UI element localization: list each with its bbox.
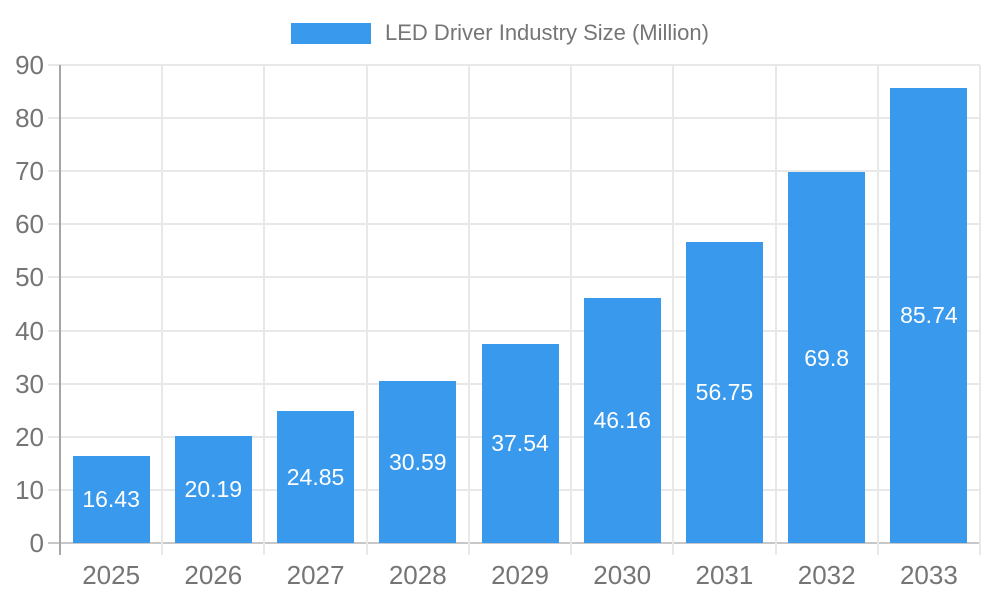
x-axis-baseline (48, 542, 980, 544)
x-axis-tick-label: 2030 (593, 560, 652, 590)
y-axis-tick-label: 0 (29, 528, 44, 558)
bar-2028[interactable]: 30.59 (379, 380, 457, 543)
x-axis-tick-label: 2032 (797, 560, 856, 590)
x-axis-tick-label: 2029 (491, 560, 549, 590)
y-axis-tick-label: 90 (15, 50, 44, 80)
legend-label chart-title: LED Driver Industry Size (Million) (385, 20, 709, 45)
gridline-horizontal (48, 223, 980, 226)
bar-value-label: 30.59 (388, 448, 447, 475)
y-axis-tick-label: 60 (15, 209, 44, 240)
gridline-vertical (672, 65, 675, 555)
x-axis-tick-label: 2027 (286, 560, 345, 590)
bar-value-label: 56.75 (695, 379, 754, 406)
gridline-vertical (365, 65, 368, 555)
gridline-horizontal (48, 117, 980, 120)
y-axis-tick-label: 20 (15, 421, 44, 452)
bar-value-label: 24.85 (286, 464, 345, 491)
gridline-vertical (263, 65, 266, 555)
x-axis-tick-label: 2031 (695, 560, 754, 590)
y-axis-tick-label: 70 (15, 156, 44, 187)
x-axis-tick-label: 2025 (82, 560, 141, 590)
gridline-vertical (979, 65, 981, 555)
x-axis-tick-label: 2026 (184, 560, 243, 590)
x-axis-tick-label: 2033 (899, 560, 958, 590)
bar-2033[interactable]: 85.74 (890, 87, 968, 543)
x-axis-tick-label: 2028 (388, 560, 447, 590)
bar-value-label: 20.19 (184, 476, 243, 503)
gridline-vertical (876, 65, 879, 555)
bar-2026[interactable]: 20.19 (174, 435, 252, 543)
y-axis-tick-label: 40 (15, 315, 44, 346)
bar-value-label: 85.74 (900, 302, 958, 329)
y-axis-tick-label: 50 (15, 262, 44, 293)
chart-legend[interactable]: LED Driver Industry Size (Million) (0, 19, 1000, 47)
y-axis-tick-label: 80 (15, 103, 44, 134)
gridline-horizontal (48, 329, 980, 332)
gridline-horizontal (48, 64, 980, 66)
gridline-horizontal (48, 170, 980, 173)
bar-2029[interactable]: 37.54 (481, 343, 559, 543)
plot-area: 0 10 20 30 40 50 60 70 80 90 16.43 2025 20.19 2026 24.… (15, 51, 981, 590)
bar-value-label: 69.8 (804, 344, 850, 371)
gridline-vertical (161, 65, 164, 555)
bar-2031[interactable]: 56.75 (685, 241, 763, 543)
legend-swatch (291, 22, 372, 44)
bar-2030[interactable]: 46.16 (583, 297, 661, 543)
gridline-vertical (467, 65, 470, 555)
bar-value-label: 37.54 (491, 430, 549, 457)
bar-2025[interactable]: 16.43 (72, 455, 150, 543)
y-axis-tick-label: 10 (15, 474, 44, 505)
gridline-vertical (774, 65, 777, 555)
bar-2027[interactable]: 24.85 (277, 411, 355, 543)
y-axis-tick-label: 30 (15, 368, 44, 399)
bar-2032[interactable]: 69.8 (788, 172, 866, 543)
gridline-vertical (570, 65, 573, 555)
bar-value-label: 16.43 (82, 486, 140, 513)
y-axis-line (59, 65, 61, 555)
gridline-horizontal (48, 276, 980, 279)
bar-value-label: 46.16 (593, 407, 651, 434)
